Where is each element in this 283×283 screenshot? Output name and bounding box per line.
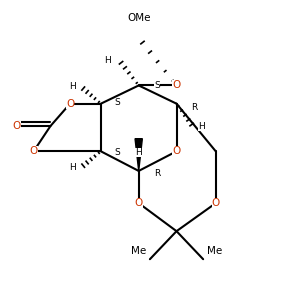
Text: O: O — [212, 198, 220, 208]
Text: O: O — [29, 146, 38, 156]
Text: H: H — [104, 56, 111, 65]
Text: H: H — [69, 82, 76, 91]
Text: H: H — [69, 163, 76, 172]
Text: O: O — [66, 99, 74, 109]
Text: S: S — [115, 98, 121, 107]
Text: R: R — [154, 169, 160, 178]
Text: H: H — [198, 123, 205, 131]
Text: S: S — [115, 148, 121, 157]
Text: OMe: OMe — [127, 13, 151, 23]
Text: S: S — [154, 81, 160, 90]
Text: O: O — [172, 146, 181, 156]
Text: Me: Me — [131, 246, 146, 256]
Text: O: O — [13, 121, 21, 131]
Text: O: O — [172, 80, 181, 91]
Text: Me: Me — [207, 246, 222, 256]
Text: R: R — [192, 103, 198, 112]
Text: H: H — [135, 148, 142, 157]
Polygon shape — [135, 139, 142, 171]
Text: O: O — [135, 198, 143, 208]
